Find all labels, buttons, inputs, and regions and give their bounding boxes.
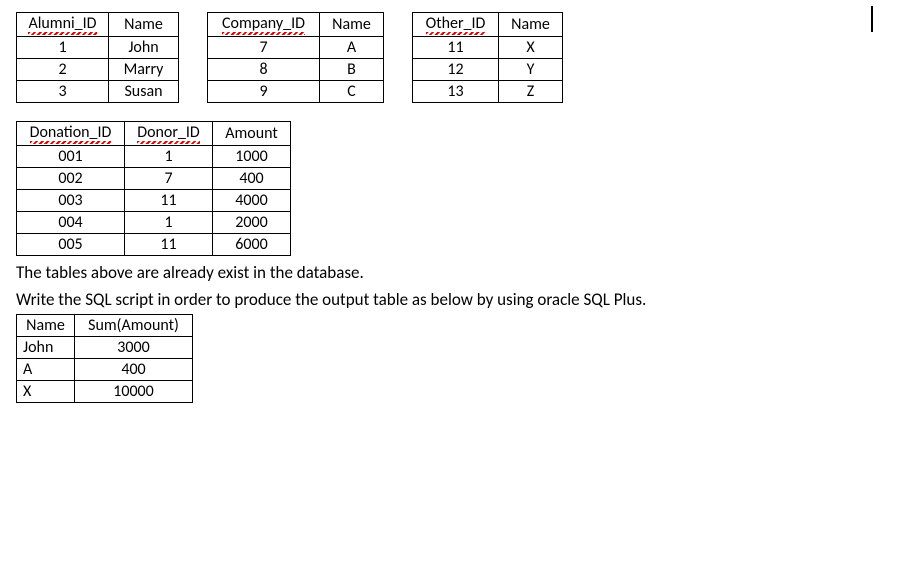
cell: C — [320, 81, 384, 103]
instruction-line-2: Write the SQL script in order to produce… — [16, 289, 887, 310]
table-header-row: Company_ID Name — [208, 13, 384, 37]
instruction-line-1: The tables above are already exist in th… — [16, 262, 887, 283]
header-text: Name — [332, 15, 371, 34]
table-header-row: Donation_ID Donor_ID Amount — [17, 122, 291, 146]
cell: A — [17, 359, 75, 381]
col-header: Other_ID — [413, 13, 499, 37]
cell: 2000 — [213, 212, 291, 234]
table-header-row: Other_ID Name — [413, 13, 563, 37]
col-header: Name — [109, 13, 179, 37]
table-row: 9C — [208, 81, 384, 103]
cell: 1 — [125, 146, 213, 168]
header-text: Name — [26, 316, 65, 335]
cell: 12 — [413, 59, 499, 81]
cell: 7 — [125, 168, 213, 190]
cell: 1000 — [213, 146, 291, 168]
col-header: Amount — [213, 122, 291, 146]
cell: 004 — [17, 212, 125, 234]
cell: John — [109, 37, 179, 59]
cell: 6000 — [213, 234, 291, 256]
cell: 002 — [17, 168, 125, 190]
col-header: Name — [499, 13, 563, 37]
cell: 11 — [125, 234, 213, 256]
table-row: John3000 — [17, 337, 193, 359]
cell: 2 — [17, 59, 109, 81]
alumni-table: Alumni_ID Name 1John 2Marry 3Susan — [16, 12, 179, 103]
table-row: 8B — [208, 59, 384, 81]
cell: 1 — [17, 37, 109, 59]
cell: 005 — [17, 234, 125, 256]
cell: Susan — [109, 81, 179, 103]
other-table: Other_ID Name 11X 12Y 13Z — [412, 12, 563, 103]
col-header: Company_ID — [208, 13, 320, 37]
header-text: Name — [124, 15, 163, 34]
table-row: 12Y — [413, 59, 563, 81]
cell: 7 — [208, 37, 320, 59]
cell: John — [17, 337, 75, 359]
header-text: Alumni_ID — [28, 14, 96, 35]
donation-table: Donation_ID Donor_ID Amount 00111000 002… — [16, 121, 291, 256]
cell: 3 — [17, 81, 109, 103]
cell: 001 — [17, 146, 125, 168]
header-text: Name — [511, 15, 550, 34]
table-row: 3Susan — [17, 81, 179, 103]
table-row: 13Z — [413, 81, 563, 103]
table-row: 005116000 — [17, 234, 291, 256]
cell: Marry — [109, 59, 179, 81]
header-text: Donation_ID — [30, 123, 112, 144]
col-header: Alumni_ID — [17, 13, 109, 37]
cell: A — [320, 37, 384, 59]
header-text: Sum(Amount) — [88, 316, 179, 335]
cell: 4000 — [213, 190, 291, 212]
table-row: 11X — [413, 37, 563, 59]
table-header-row: Alumni_ID Name — [17, 13, 179, 37]
text-cursor — [871, 6, 875, 32]
cell: 9 — [208, 81, 320, 103]
cell: X — [499, 37, 563, 59]
header-text: Other_ID — [426, 14, 486, 35]
cell: 10000 — [75, 381, 193, 403]
table-row: 0027400 — [17, 168, 291, 190]
col-header: Donation_ID — [17, 122, 125, 146]
cell: 13 — [413, 81, 499, 103]
cell: 1 — [125, 212, 213, 234]
result-table: Name Sum(Amount) John3000 A400 X10000 — [16, 314, 193, 403]
table-row: 00111000 — [17, 146, 291, 168]
cell: 003 — [17, 190, 125, 212]
cell: 8 — [208, 59, 320, 81]
cell: Y — [499, 59, 563, 81]
table-row: A400 — [17, 359, 193, 381]
cell: 400 — [213, 168, 291, 190]
cell: Z — [499, 81, 563, 103]
col-header: Sum(Amount) — [75, 315, 193, 337]
col-header: Donor_ID — [125, 122, 213, 146]
table-row: 003114000 — [17, 190, 291, 212]
col-header: Name — [320, 13, 384, 37]
table-header-row: Name Sum(Amount) — [17, 315, 193, 337]
col-header: Name — [17, 315, 75, 337]
header-text: Company_ID — [222, 14, 305, 35]
table-row: 7A — [208, 37, 384, 59]
table-row: X10000 — [17, 381, 193, 403]
header-text: Amount — [225, 124, 278, 143]
cell: 11 — [125, 190, 213, 212]
cell: X — [17, 381, 75, 403]
cell: 11 — [413, 37, 499, 59]
company-table: Company_ID Name 7A 8B 9C — [207, 12, 384, 103]
top-tables-row: Alumni_ID Name 1John 2Marry 3Susan Compa… — [16, 12, 887, 103]
table-row: 00412000 — [17, 212, 291, 234]
table-row: 2Marry — [17, 59, 179, 81]
cell: 3000 — [75, 337, 193, 359]
cell: B — [320, 59, 384, 81]
table-row: 1John — [17, 37, 179, 59]
cell: 400 — [75, 359, 193, 381]
header-text: Donor_ID — [137, 123, 200, 144]
